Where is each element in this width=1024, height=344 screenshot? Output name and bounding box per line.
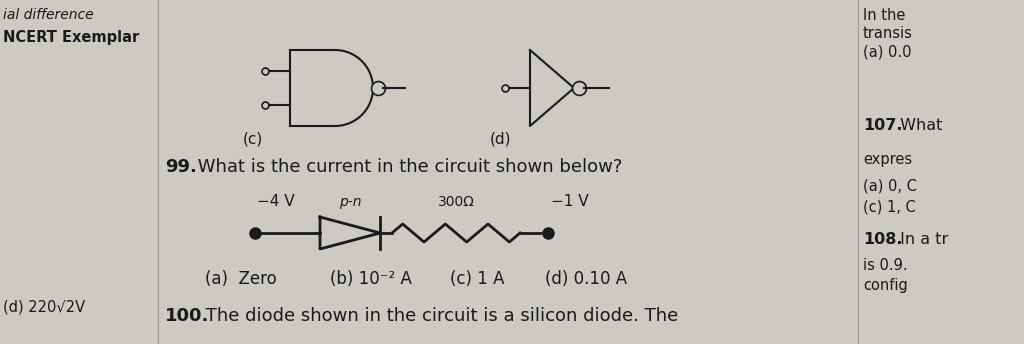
Text: (d) 220√2V: (d) 220√2V [3, 300, 85, 315]
Text: In a tr: In a tr [895, 232, 948, 247]
Text: (a)  Zero: (a) Zero [205, 270, 276, 288]
Text: transis: transis [863, 26, 912, 41]
Text: 108.: 108. [863, 232, 902, 247]
Text: (b) 10⁻² A: (b) 10⁻² A [330, 270, 412, 288]
Text: 107.: 107. [863, 118, 902, 133]
Text: −4 V: −4 V [257, 194, 295, 209]
Text: p-n: p-n [339, 195, 361, 209]
Text: (c) 1 A: (c) 1 A [450, 270, 505, 288]
Text: (a) 0, С: (a) 0, С [863, 178, 916, 193]
Text: 99.: 99. [165, 158, 197, 176]
Text: (a) 0.0: (a) 0.0 [863, 44, 911, 59]
Text: The diode shown in the circuit is a silicon diode. The: The diode shown in the circuit is a sili… [200, 307, 678, 325]
Text: is 0.9.: is 0.9. [863, 258, 907, 273]
Text: −1 V: −1 V [551, 194, 589, 209]
Text: NCERT Exemplar: NCERT Exemplar [3, 30, 139, 45]
Text: What is the current in the circuit shown below?: What is the current in the circuit shown… [193, 158, 623, 176]
Text: (d) 0.10 A: (d) 0.10 A [545, 270, 627, 288]
Text: (c): (c) [243, 131, 263, 146]
Text: 100.: 100. [165, 307, 209, 325]
Text: expres: expres [863, 152, 912, 167]
Text: config: config [863, 278, 907, 293]
Text: ial difference: ial difference [3, 8, 93, 22]
Text: In thе: In thе [863, 8, 905, 23]
Text: 300Ω: 300Ω [437, 195, 474, 209]
Text: (c) 1, С: (c) 1, С [863, 200, 915, 215]
Text: (d): (d) [490, 131, 512, 146]
Text: What: What [895, 118, 942, 133]
